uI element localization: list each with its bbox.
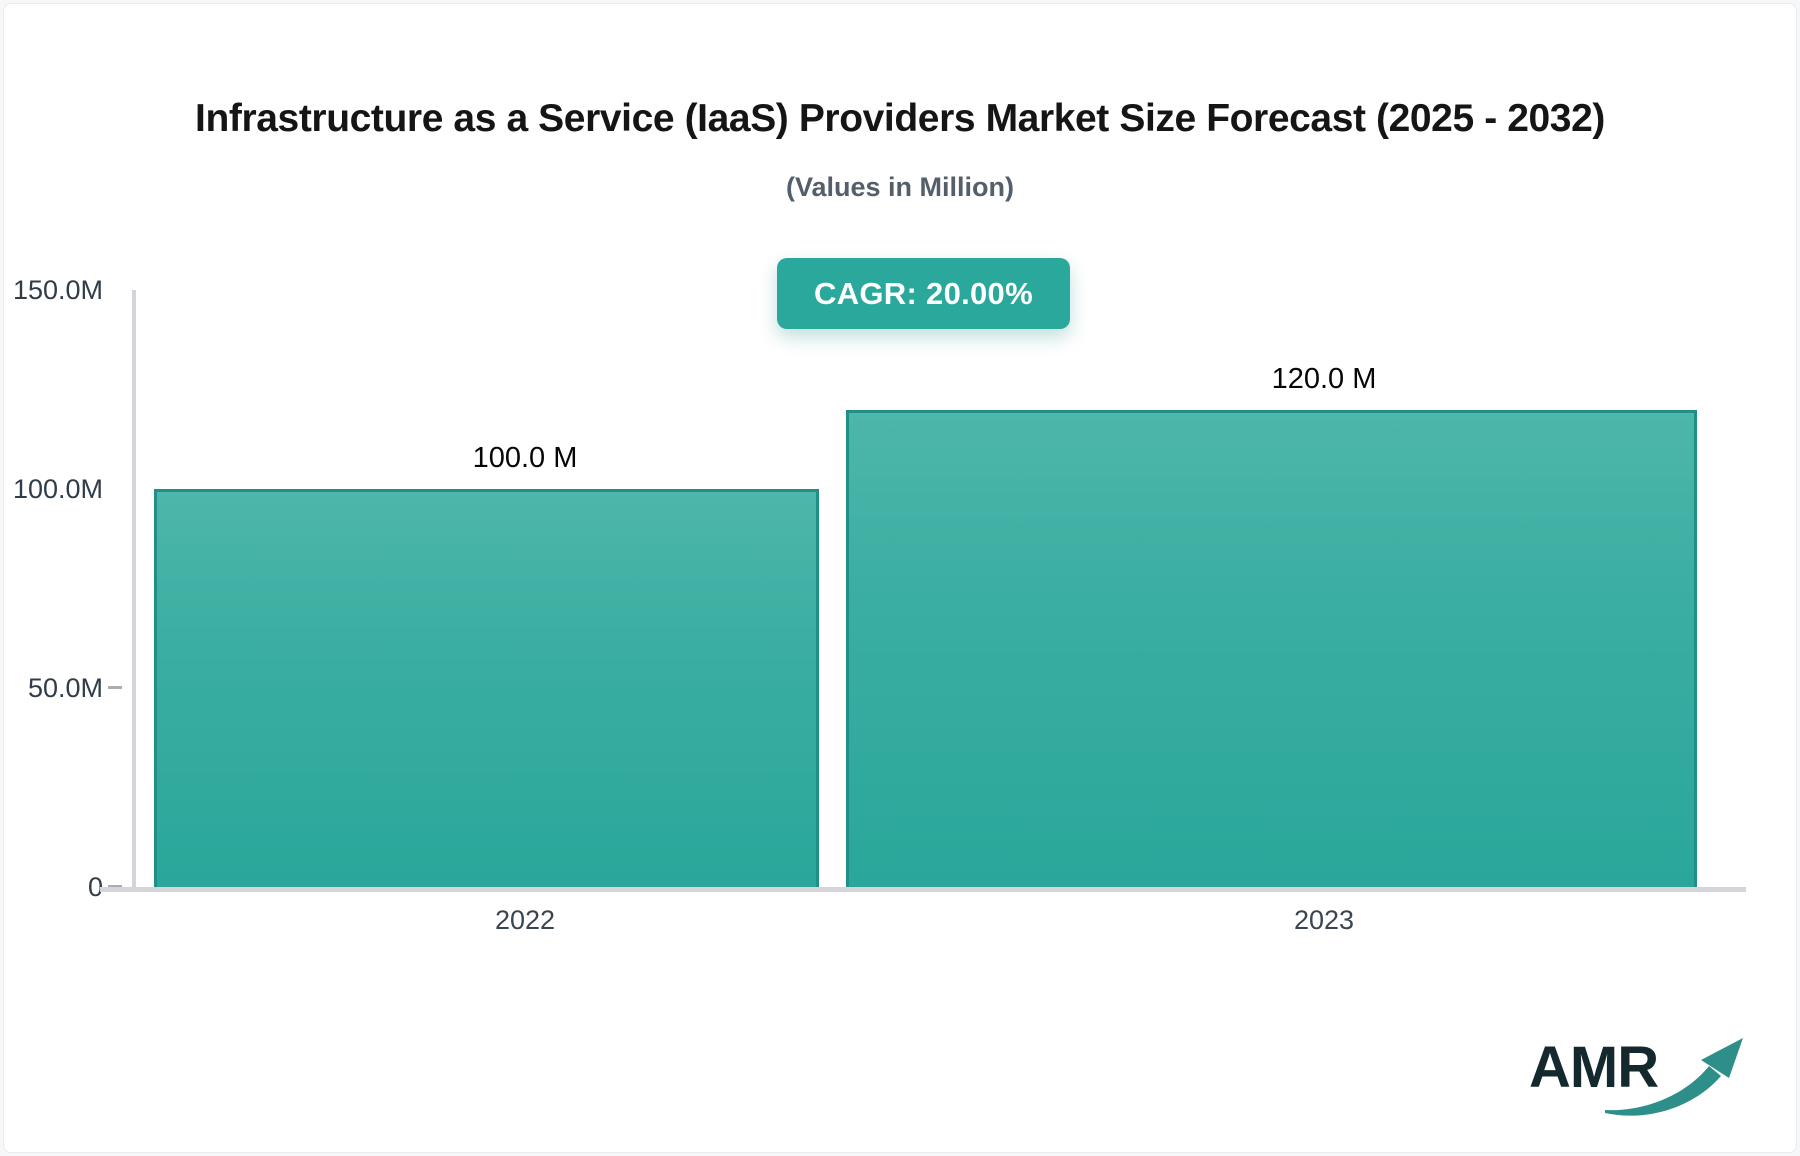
amr-logo: AMR: [1509, 1022, 1759, 1132]
y-axis-label-50m: 50.0M: [27, 673, 103, 703]
x-axis-label-2022: 2022: [494, 905, 556, 935]
chart-title: Infrastructure as a Service (IaaS) Provi…: [195, 97, 1605, 140]
chart-subtitle: (Values in Million): [785, 172, 1015, 202]
y-axis-label-100m: 100.0M: [12, 474, 103, 504]
chart-card: Infrastructure as a Service (IaaS) Provi…: [3, 3, 1797, 1153]
bar-value-label-2023: 120.0 M: [1271, 363, 1377, 395]
y-axis-label-0: 0: [87, 872, 103, 902]
x-axis-label-2023: 2023: [1293, 905, 1355, 935]
y-axis-line: [132, 290, 136, 891]
amr-logo-text: AMR: [1529, 1035, 1659, 1100]
y-axis-label-150m: 150.0M: [12, 275, 103, 305]
cagr-badge: CAGR: 20.00%: [777, 258, 1070, 329]
bar-2023: [846, 410, 1697, 887]
amr-logo-arrow-icon: [1605, 1038, 1743, 1116]
bar-value-label-2022: 100.0 M: [472, 442, 578, 474]
x-axis-line: [100, 887, 1746, 892]
cagr-badge-label: CAGR: 20.00%: [814, 275, 1033, 311]
bar-2022: [154, 489, 819, 887]
y-axis-tick-0: [108, 885, 122, 888]
y-axis-tick-50m: [108, 686, 122, 689]
